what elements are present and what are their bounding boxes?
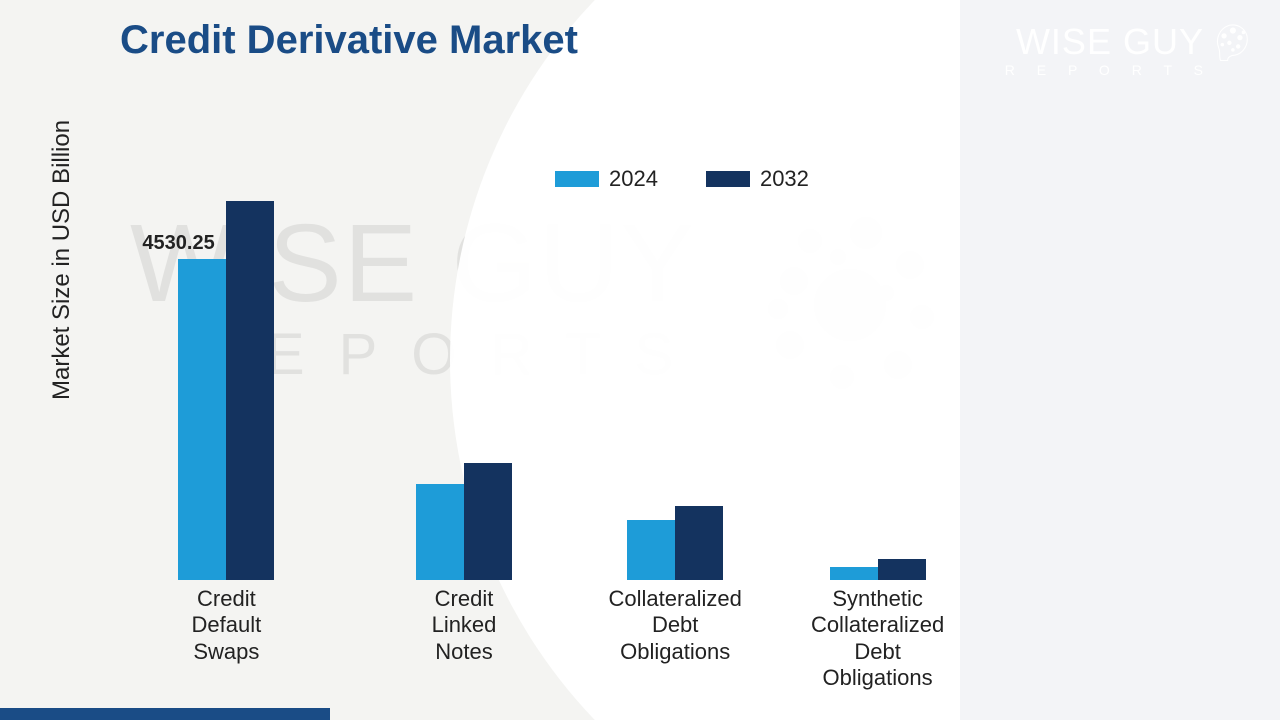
x-axis-label: CreditDefaultSwaps bbox=[136, 586, 316, 665]
legend-swatch-2032 bbox=[706, 171, 750, 187]
data-label: 4530.25 bbox=[142, 232, 214, 255]
content-layer: Credit Derivative Market WISE GUY R E P … bbox=[0, 0, 1280, 720]
bar-group: CreditLinkedNotes bbox=[374, 190, 554, 580]
plot-area: CreditDefaultSwapsCreditLinkedNotesColla… bbox=[110, 190, 990, 580]
bar-group: SyntheticCollateralizedDebtObligations bbox=[788, 190, 968, 580]
brand-head-icon bbox=[1210, 20, 1254, 64]
brand-logo: WISE GUY R E P O R T S bbox=[1005, 20, 1254, 78]
legend-swatch-2024 bbox=[555, 171, 599, 187]
bar-2032 bbox=[226, 201, 274, 580]
x-axis-label: CreditLinkedNotes bbox=[374, 586, 554, 665]
chart-canvas: WISE GUY REPORTS Credit Derivative Marke… bbox=[0, 0, 1280, 720]
bar-2024 bbox=[178, 259, 226, 580]
bar-2032 bbox=[464, 463, 512, 580]
bar-group: CollateralizedDebtObligations bbox=[585, 190, 765, 580]
legend-item-2024: 2024 bbox=[555, 166, 658, 192]
footer-accent-bar bbox=[0, 708, 330, 720]
brand-subtext: R E P O R T S bbox=[1005, 62, 1212, 78]
bar-2024 bbox=[627, 520, 675, 580]
y-axis-label: Market Size in USD Billion bbox=[48, 120, 76, 400]
brand-word-2: GUY bbox=[1123, 21, 1204, 63]
bar-2032 bbox=[878, 559, 926, 580]
brand-word-1: WISE bbox=[1016, 21, 1112, 63]
legend: 2024 2032 bbox=[555, 166, 809, 192]
chart-title: Credit Derivative Market bbox=[120, 18, 578, 63]
x-axis-label: CollateralizedDebtObligations bbox=[585, 586, 765, 665]
bar-pair bbox=[788, 190, 968, 580]
x-axis-label: SyntheticCollateralizedDebtObligations bbox=[788, 586, 968, 692]
legend-label-2032: 2032 bbox=[760, 166, 809, 192]
bar-2024 bbox=[830, 567, 878, 580]
legend-item-2032: 2032 bbox=[706, 166, 809, 192]
bar-2024 bbox=[416, 484, 464, 580]
bar-2032 bbox=[675, 506, 723, 580]
bar-pair bbox=[374, 190, 554, 580]
bar-pair bbox=[585, 190, 765, 580]
legend-label-2024: 2024 bbox=[609, 166, 658, 192]
